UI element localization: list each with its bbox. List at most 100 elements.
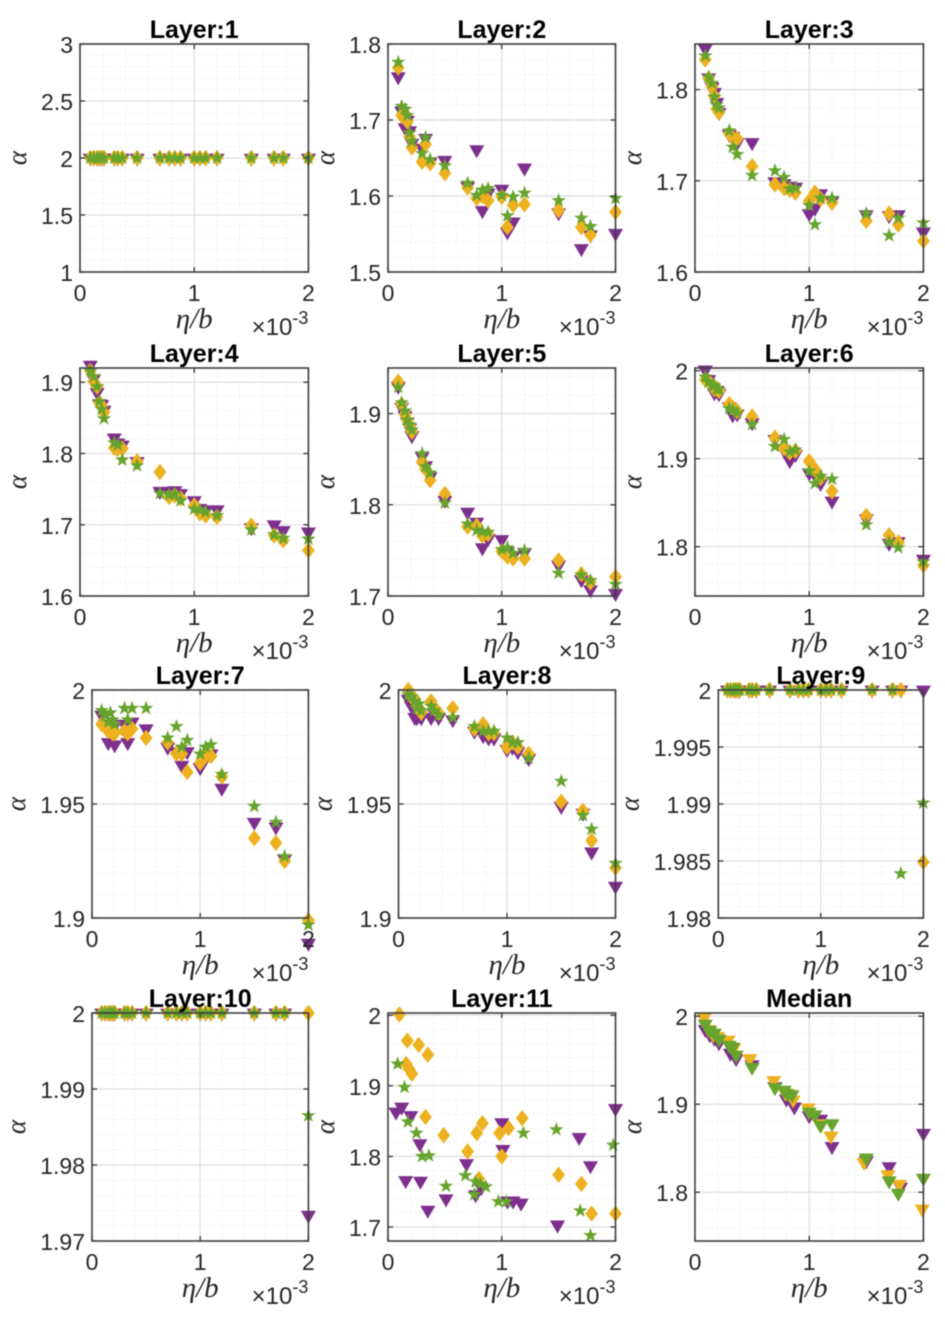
svg-text:Layer:7: Layer:7 [156,662,245,690]
svg-text:α: α [617,150,647,165]
svg-text:Layer:3: Layer:3 [765,16,854,44]
svg-text:1.8: 1.8 [349,32,381,58]
svg-text:η/b: η/b [176,303,213,335]
svg-text:1: 1 [495,280,508,306]
svg-text:2: 2 [302,1249,315,1275]
svg-text:1: 1 [495,604,508,630]
svg-text:1.8: 1.8 [656,78,688,104]
svg-text:Layer:5: Layer:5 [457,340,546,368]
svg-text:0: 0 [712,926,725,952]
svg-text:0: 0 [382,604,395,630]
svg-text:1: 1 [495,1249,508,1275]
svg-text:1.99: 1.99 [667,792,712,818]
svg-text:1.985: 1.985 [654,849,712,875]
svg-text:0: 0 [689,1249,702,1275]
svg-text:1.9: 1.9 [41,370,73,396]
svg-text:1.6: 1.6 [41,584,73,610]
svg-text:Layer:11: Layer:11 [451,985,553,1013]
svg-text:1.7: 1.7 [349,584,381,610]
svg-text:1.98: 1.98 [667,906,712,932]
svg-text:1.6: 1.6 [349,184,381,210]
svg-text:η/b: η/b [483,1272,520,1304]
svg-text:η/b: η/b [182,949,219,981]
svg-text:2: 2 [60,146,73,172]
svg-text:α: α [615,796,645,811]
svg-text:1.98: 1.98 [40,1153,85,1179]
svg-text:2: 2 [675,1004,688,1030]
svg-text:1.7: 1.7 [349,1215,381,1241]
svg-text:1.8: 1.8 [656,1180,688,1206]
svg-text:1.7: 1.7 [41,513,73,539]
svg-text:1.95: 1.95 [347,792,392,818]
svg-text:0: 0 [74,604,87,630]
svg-text:Layer:8: Layer:8 [463,662,552,690]
svg-text:0: 0 [382,1249,395,1275]
svg-text:1: 1 [803,1249,816,1275]
svg-text:α: α [310,1119,340,1134]
svg-text:Layer:9: Layer:9 [776,662,865,690]
svg-text:1.5: 1.5 [41,203,73,229]
svg-text:0: 0 [382,280,395,306]
svg-text:2: 2 [72,678,85,704]
svg-text:1.95: 1.95 [40,792,85,818]
svg-text:1: 1 [188,604,201,630]
svg-text:1: 1 [501,926,514,952]
svg-text:1: 1 [803,280,816,306]
svg-text:Layer:2: Layer:2 [457,16,546,44]
svg-text:2: 2 [368,1003,381,1029]
svg-text:α: α [310,150,340,165]
svg-text:2: 2 [699,678,712,704]
svg-text:Layer:6: Layer:6 [765,340,854,368]
svg-text:α: α [2,474,32,489]
svg-text:1: 1 [803,604,816,630]
svg-text:η/b: η/b [791,1272,828,1304]
svg-text:1.5: 1.5 [349,260,381,286]
svg-text:2: 2 [917,1249,930,1275]
svg-text:η/b: η/b [489,949,526,981]
svg-text:η/b: η/b [176,627,213,659]
svg-text:1: 1 [188,280,201,306]
svg-text:1: 1 [814,926,827,952]
svg-text:1.6: 1.6 [656,260,688,286]
svg-text:Layer:4: Layer:4 [150,340,239,368]
svg-text:0: 0 [689,280,702,306]
svg-text:1.7: 1.7 [656,169,688,195]
svg-text:Median: Median [766,985,852,1013]
svg-text:α: α [1,796,31,811]
svg-text:0: 0 [86,926,99,952]
svg-text:×10-3: ×10-3 [252,1277,309,1310]
svg-text:1.9: 1.9 [656,1092,688,1118]
svg-text:1.8: 1.8 [41,442,73,468]
svg-text:2: 2 [609,1249,622,1275]
svg-text:1.99: 1.99 [40,1077,85,1103]
svg-text:2: 2 [302,604,315,630]
svg-text:1.9: 1.9 [349,402,381,428]
svg-text:0: 0 [86,1249,99,1275]
svg-text:1.7: 1.7 [349,108,381,134]
svg-text:η/b: η/b [483,303,520,335]
svg-text:1.9: 1.9 [53,906,85,932]
svg-text:η/b: η/b [182,1272,219,1304]
svg-text:0: 0 [689,604,702,630]
svg-text:3: 3 [60,32,73,58]
svg-text:α: α [310,474,340,489]
svg-text:α: α [617,474,647,489]
svg-text:α: α [308,796,338,811]
svg-text:2: 2 [302,280,315,306]
svg-text:2: 2 [675,359,688,385]
svg-text:η/b: η/b [791,627,828,659]
svg-text:0: 0 [74,280,87,306]
svg-text:1.9: 1.9 [360,906,392,932]
svg-text:1: 1 [194,926,207,952]
svg-text:2: 2 [72,1001,85,1027]
svg-text:Layer:10: Layer:10 [149,985,252,1013]
svg-text:η/b: η/b [802,949,839,981]
svg-text:Layer:1: Layer:1 [150,16,239,44]
svg-text:η/b: η/b [483,627,520,659]
svg-text:2: 2 [917,280,930,306]
svg-text:1.8: 1.8 [656,535,688,561]
svg-text:2: 2 [609,926,622,952]
svg-text:2: 2 [917,604,930,630]
svg-text:1.97: 1.97 [40,1229,85,1255]
svg-text:0: 0 [392,926,405,952]
